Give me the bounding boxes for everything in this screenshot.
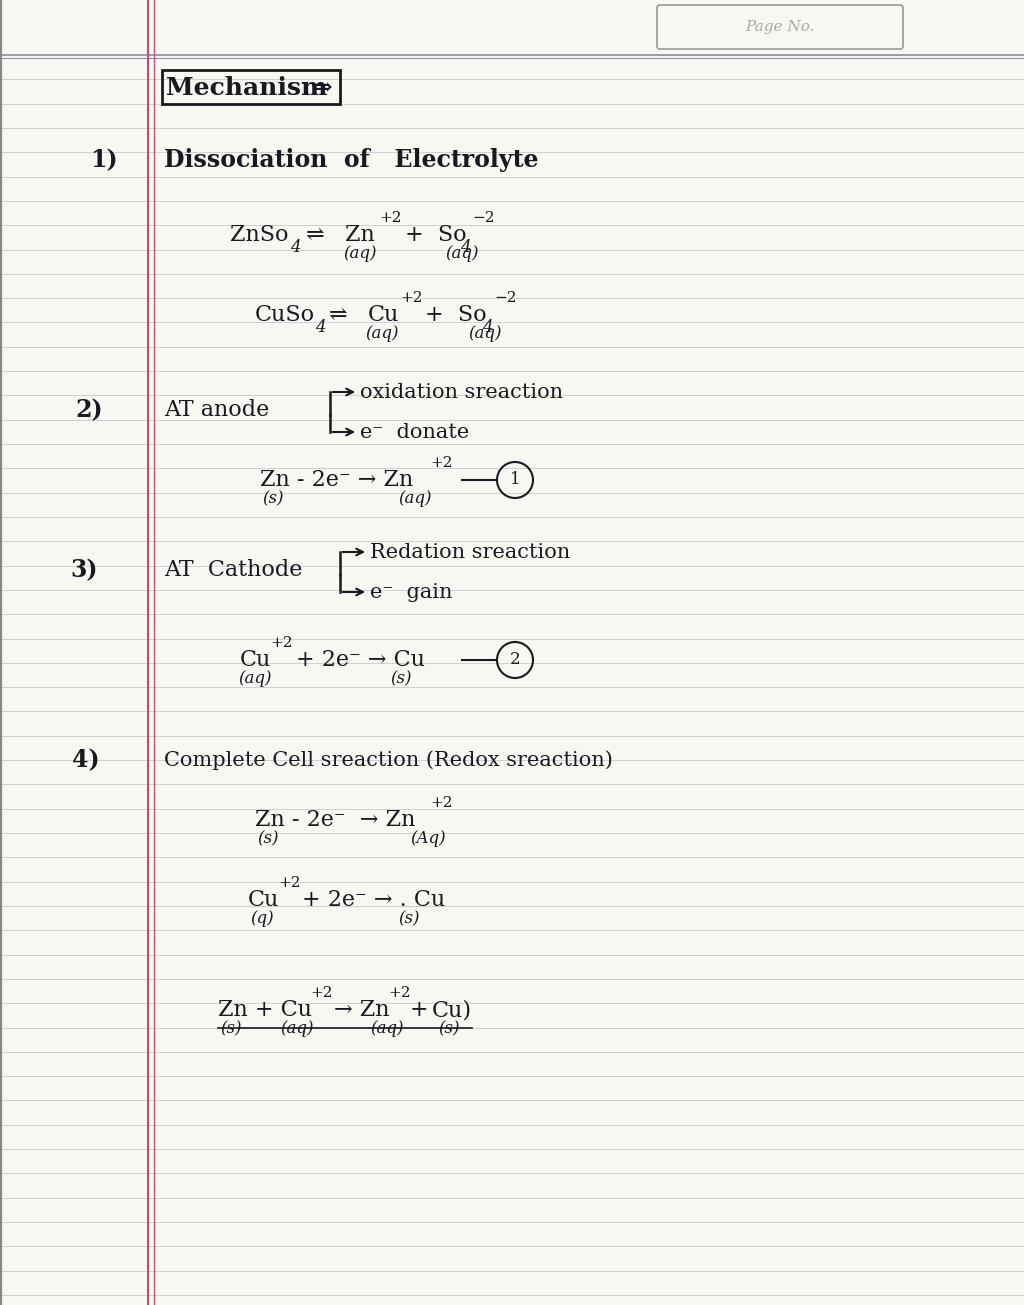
Text: −2: −2 — [494, 291, 516, 305]
Text: Zn: Zn — [345, 224, 375, 247]
FancyBboxPatch shape — [657, 5, 903, 50]
Text: Cu: Cu — [248, 889, 280, 911]
Text: +2: +2 — [278, 876, 300, 890]
Text: CuSo: CuSo — [255, 304, 315, 326]
Text: (aq): (aq) — [238, 669, 271, 686]
Text: 4: 4 — [315, 318, 326, 335]
Text: + 2e⁻ → Cu: + 2e⁻ → Cu — [296, 649, 425, 671]
Text: +2: +2 — [310, 987, 333, 1000]
Text: e⁻  donate: e⁻ donate — [360, 423, 469, 441]
Text: 3): 3) — [70, 559, 97, 582]
Text: +2: +2 — [379, 211, 401, 224]
Text: (q): (q) — [250, 910, 273, 927]
Text: 4: 4 — [482, 318, 493, 335]
Text: +  So: + So — [425, 304, 486, 326]
Text: (aq): (aq) — [280, 1021, 313, 1037]
Text: Mechanism: Mechanism — [166, 76, 328, 100]
Text: ⇒: ⇒ — [313, 77, 333, 99]
Text: 1: 1 — [510, 471, 520, 488]
Text: 2): 2) — [75, 398, 102, 422]
Text: 1): 1) — [90, 147, 118, 172]
Text: → Zn: → Zn — [334, 1000, 389, 1021]
Text: +2: +2 — [430, 796, 453, 810]
Text: +2: +2 — [400, 291, 423, 305]
Text: (s): (s) — [390, 669, 412, 686]
Text: ⇌: ⇌ — [328, 304, 347, 326]
Text: (s): (s) — [398, 910, 420, 927]
Text: Dissociation  of   Electrolyte: Dissociation of Electrolyte — [164, 147, 539, 172]
Text: e⁻  gain: e⁻ gain — [370, 582, 453, 602]
Text: Redation sreaction: Redation sreaction — [370, 543, 570, 561]
Text: (s): (s) — [262, 489, 284, 508]
Text: +2: +2 — [270, 636, 293, 650]
Text: +2: +2 — [388, 987, 411, 1000]
Text: AT anode: AT anode — [164, 399, 269, 422]
Text: 4): 4) — [72, 748, 99, 773]
Bar — [162, 70, 340, 104]
Text: Zn - 2e⁻  → Zn: Zn - 2e⁻ → Zn — [255, 809, 416, 831]
Text: +  So: + So — [406, 224, 467, 247]
Text: 2: 2 — [510, 651, 520, 668]
Text: (s): (s) — [220, 1021, 242, 1037]
Text: (s): (s) — [438, 1021, 460, 1037]
Text: Cu: Cu — [368, 304, 399, 326]
Text: + 2e⁻ → . Cu: + 2e⁻ → . Cu — [302, 889, 445, 911]
Text: (aq): (aq) — [343, 245, 377, 262]
Text: (aq): (aq) — [445, 245, 478, 262]
Text: 4: 4 — [460, 239, 471, 256]
Text: Cu): Cu) — [432, 1000, 472, 1021]
Text: (Aq): (Aq) — [410, 830, 445, 847]
Text: Page No.: Page No. — [745, 20, 815, 34]
Text: Complete Cell sreaction (Redox sreaction): Complete Cell sreaction (Redox sreaction… — [164, 750, 612, 770]
Text: −2: −2 — [472, 211, 495, 224]
Text: AT  Cathode: AT Cathode — [164, 559, 302, 581]
Text: Zn - 2e⁻ → Zn: Zn - 2e⁻ → Zn — [260, 468, 414, 491]
Text: (s): (s) — [257, 830, 279, 847]
Text: (aq): (aq) — [398, 489, 431, 508]
Text: 4: 4 — [290, 239, 301, 256]
Text: oxidation sreaction: oxidation sreaction — [360, 382, 563, 402]
Text: +2: +2 — [430, 455, 453, 470]
Text: ⇌: ⇌ — [305, 224, 324, 247]
Text: (aq): (aq) — [365, 325, 398, 342]
Text: (aq): (aq) — [468, 325, 502, 342]
Text: +: + — [410, 1000, 429, 1021]
Text: Zn + Cu: Zn + Cu — [218, 1000, 312, 1021]
Text: ZnSo: ZnSo — [230, 224, 289, 247]
Text: Cu: Cu — [240, 649, 271, 671]
Text: (aq): (aq) — [370, 1021, 403, 1037]
